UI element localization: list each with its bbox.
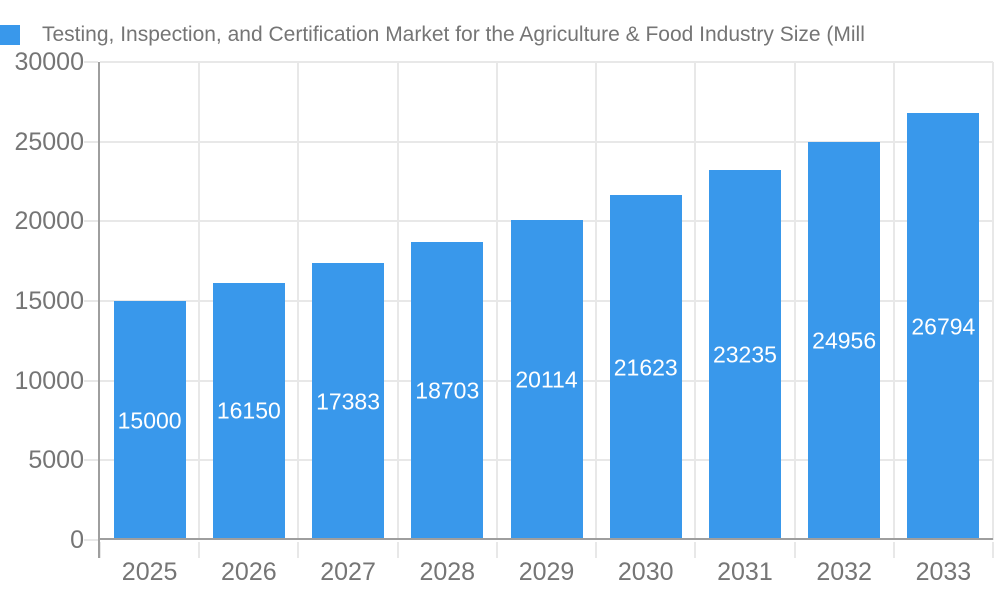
y-axis-label: 30000 (14, 48, 84, 76)
x-axis-label-2032: 2032 (816, 558, 872, 586)
plot-area: 15000 16150 17383 18703 20114 21623 23235 24956… (84, 61, 994, 558)
bar-value-label: 26794 (911, 313, 976, 340)
bar-2025[interactable]: 15000 (113, 301, 186, 540)
x-gridline (694, 62, 697, 540)
x-axis-tick (495, 542, 498, 558)
y-axis-line (98, 62, 100, 558)
x-axis-tick (99, 542, 101, 558)
x-axis-tick (892, 542, 895, 558)
y-axis-tick (84, 539, 98, 541)
y-axis-label: 15000 (14, 287, 84, 315)
x-gridline (297, 62, 300, 540)
x-gridline (793, 62, 796, 540)
y-gridline (100, 61, 993, 63)
y-axis-tick (84, 300, 98, 302)
x-gridline (396, 62, 399, 540)
bar-value-label: 15000 (117, 407, 182, 433)
y-axis-tick (84, 61, 98, 63)
bar-value-label: 23235 (712, 341, 777, 368)
y-axis-tick (84, 220, 98, 223)
bar-2028[interactable]: 18703 (411, 242, 484, 540)
x-axis-tick (396, 542, 399, 558)
y-axis-label: 20000 (14, 207, 84, 236)
x-axis-tick (793, 542, 796, 558)
y-gridline (100, 140, 993, 143)
y-axis-label: 25000 (14, 127, 84, 156)
y-axis-tick (84, 140, 98, 143)
y-axis-label: 0 (70, 526, 84, 554)
x-axis-baseline (98, 538, 993, 540)
x-gridline (198, 62, 201, 540)
chart-title: Testing, Inspection, and Certification M… (42, 23, 865, 46)
bar-2031[interactable]: 23235 (708, 169, 781, 540)
x-axis-label-2029: 2029 (518, 558, 575, 586)
x-axis-tick (694, 542, 697, 558)
bar-2026[interactable]: 16150 (212, 282, 285, 540)
x-gridline (992, 62, 994, 540)
x-axis-tick (595, 542, 598, 558)
y-axis-tick (84, 459, 98, 462)
x-axis-label-2025: 2025 (121, 558, 178, 586)
bar-2033[interactable]: 26794 (907, 113, 980, 540)
legend-swatch-icon (0, 25, 20, 45)
x-axis-tick (992, 542, 994, 558)
bar-value-label: 17383 (316, 388, 381, 415)
x-axis-label-2028: 2028 (419, 558, 476, 586)
y-axis-label: 5000 (28, 446, 84, 475)
bar-2032[interactable]: 24956 (808, 142, 881, 540)
x-axis-label-2027: 2027 (320, 558, 376, 586)
x-gridline (595, 62, 598, 540)
bar-value-label: 20114 (515, 366, 578, 393)
x-gridline (495, 62, 498, 540)
x-axis-label-2026: 2026 (221, 558, 277, 586)
x-axis-tick (297, 542, 300, 558)
y-axis-label: 10000 (14, 366, 84, 395)
bar-value-label: 21623 (613, 354, 678, 381)
x-axis-label-2030: 2030 (617, 558, 674, 586)
bar-value-label: 24956 (812, 327, 877, 354)
x-axis-label-2033: 2033 (915, 558, 972, 586)
bar-value-label: 16150 (216, 397, 281, 424)
y-axis-tick (84, 379, 98, 382)
x-axis-tick (198, 542, 201, 558)
bar-2030[interactable]: 21623 (609, 195, 682, 540)
bar-2029[interactable]: 20114 (510, 219, 583, 540)
bar-2027[interactable]: 17383 (312, 263, 385, 540)
legend: Testing, Inspection, and Certification M… (0, 20, 1000, 50)
x-gridline (892, 62, 895, 540)
x-axis-label-2031: 2031 (717, 558, 773, 586)
bar-value-label: 18703 (415, 377, 480, 404)
